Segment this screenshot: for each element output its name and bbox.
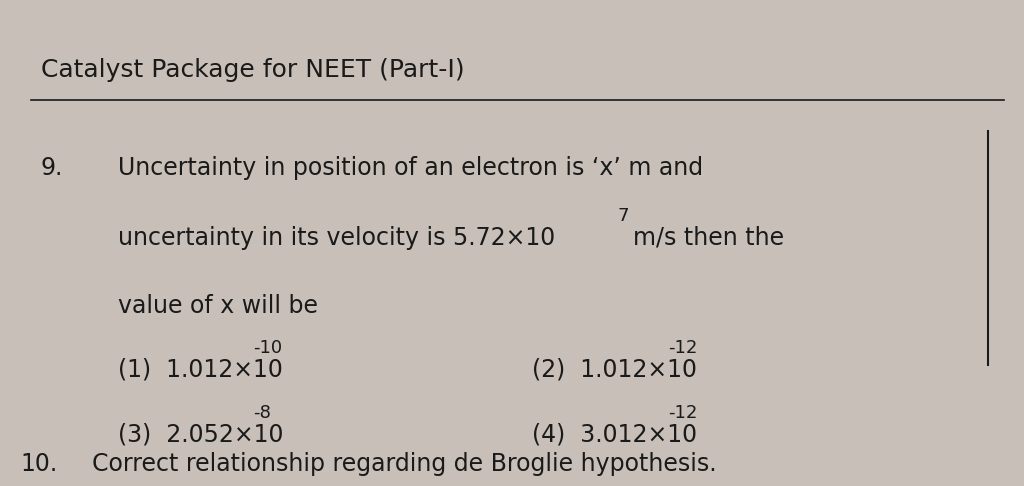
Text: -8: -8 bbox=[253, 404, 271, 422]
Text: (4)  3.012×10: (4) 3.012×10 bbox=[532, 423, 697, 447]
Text: 9.: 9. bbox=[41, 156, 63, 179]
Text: value of x will be: value of x will be bbox=[118, 294, 317, 318]
Text: uncertainty in its velocity is 5.72×10: uncertainty in its velocity is 5.72×10 bbox=[118, 226, 555, 250]
Text: (1)  1.012×10: (1) 1.012×10 bbox=[118, 357, 283, 381]
Text: -12: -12 bbox=[668, 404, 697, 422]
Text: -12: -12 bbox=[668, 339, 697, 357]
Text: Correct relationship regarding de Broglie hypothesis.: Correct relationship regarding de Brogli… bbox=[92, 452, 717, 476]
Text: 7: 7 bbox=[617, 207, 629, 225]
Text: -10: -10 bbox=[253, 339, 283, 357]
Text: (3)  2.052×10: (3) 2.052×10 bbox=[118, 423, 284, 447]
Text: 10.: 10. bbox=[20, 452, 57, 476]
Text: Catalyst Package for NEET (Part-I): Catalyst Package for NEET (Part-I) bbox=[41, 58, 465, 82]
Text: Uncertainty in position of an electron is ‘x’ m and: Uncertainty in position of an electron i… bbox=[118, 156, 702, 179]
Text: m/s then the: m/s then the bbox=[633, 226, 784, 250]
Text: (2)  1.012×10: (2) 1.012×10 bbox=[532, 357, 697, 381]
